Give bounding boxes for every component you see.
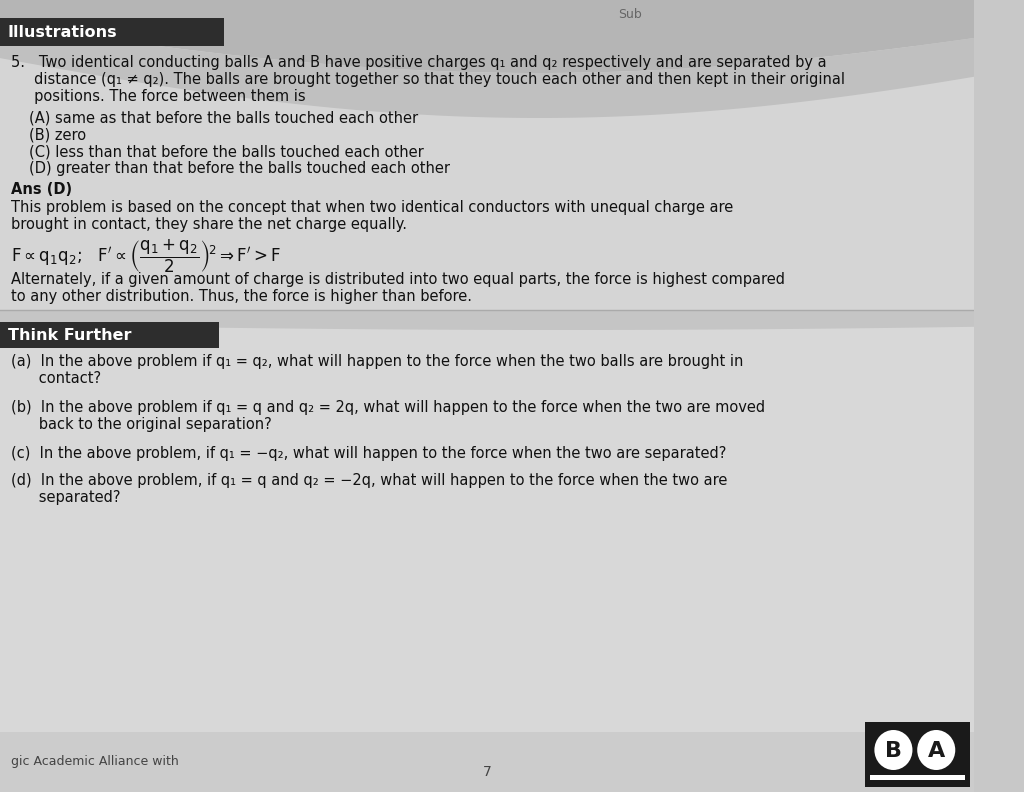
Text: Illustrations: Illustrations — [7, 25, 117, 40]
Polygon shape — [0, 0, 974, 73]
Text: (c)  In the above problem, if q₁ = −q₂, what will happen to the force when the t: (c) In the above problem, if q₁ = −q₂, w… — [11, 446, 727, 461]
Text: positions. The force between them is: positions. The force between them is — [11, 89, 306, 104]
Text: 7: 7 — [482, 765, 492, 779]
Text: (d)  In the above problem, if q₁ = q and q₂ = −2q, what will happen to the force: (d) In the above problem, if q₁ = q and … — [11, 473, 728, 488]
Text: Sub: Sub — [618, 8, 642, 21]
Text: distance (q₁ ≠ q₂). The balls are brought together so that they touch each other: distance (q₁ ≠ q₂). The balls are brough… — [11, 72, 846, 87]
Text: Ans (D): Ans (D) — [11, 182, 73, 197]
Bar — [865, 722, 970, 787]
Text: $\mathrm{F} \propto \mathrm{q_1q_2}$;   $\mathrm{F'} \propto \left(\dfrac{\mathr: $\mathrm{F} \propto \mathrm{q_1q_2}$; $\… — [11, 238, 282, 275]
Polygon shape — [0, 310, 974, 330]
Text: Think Further: Think Further — [7, 328, 131, 342]
Bar — [0, 322, 219, 348]
Text: to any other distribution. Thus, the force is higher than before.: to any other distribution. Thus, the for… — [11, 289, 472, 304]
Text: B: B — [885, 741, 902, 761]
Bar — [0, 310, 974, 732]
Text: (C) less than that before the balls touched each other: (C) less than that before the balls touc… — [29, 144, 423, 159]
Text: back to the original separation?: back to the original separation? — [11, 417, 272, 432]
Text: (D) greater than that before the balls touched each other: (D) greater than that before the balls t… — [29, 161, 450, 176]
Text: (B) zero: (B) zero — [29, 127, 86, 142]
Text: (A) same as that before the balls touched each other: (A) same as that before the balls touche… — [29, 110, 418, 125]
Polygon shape — [0, 24, 974, 118]
Text: contact?: contact? — [11, 371, 101, 386]
Text: (a)  In the above problem if q₁ = q₂, what will happen to the force when the two: (a) In the above problem if q₁ = q₂, wha… — [11, 354, 743, 369]
Text: (b)  In the above problem if q₁ = q and q₂ = 2q, what will happen to the force w: (b) In the above problem if q₁ = q and q… — [11, 400, 766, 415]
Text: separated?: separated? — [11, 490, 121, 505]
Text: 5.   Two identical conducting balls A and B have positive charges q₁ and q₂ resp: 5. Two identical conducting balls A and … — [11, 55, 827, 70]
Bar — [0, 18, 223, 46]
Text: brought in contact, they share the net charge equally.: brought in contact, they share the net c… — [11, 217, 408, 232]
Text: Alternately, if a given amount of charge is distributed into two equal parts, th: Alternately, if a given amount of charge… — [11, 272, 785, 287]
Circle shape — [918, 730, 955, 770]
Circle shape — [874, 730, 912, 770]
Bar — [869, 775, 965, 780]
Text: This problem is based on the concept that when two identical conductors with une: This problem is based on the concept tha… — [11, 200, 733, 215]
Bar — [0, 732, 974, 792]
Text: A: A — [928, 741, 945, 761]
Text: gic Academic Alliance with: gic Academic Alliance with — [11, 756, 179, 768]
